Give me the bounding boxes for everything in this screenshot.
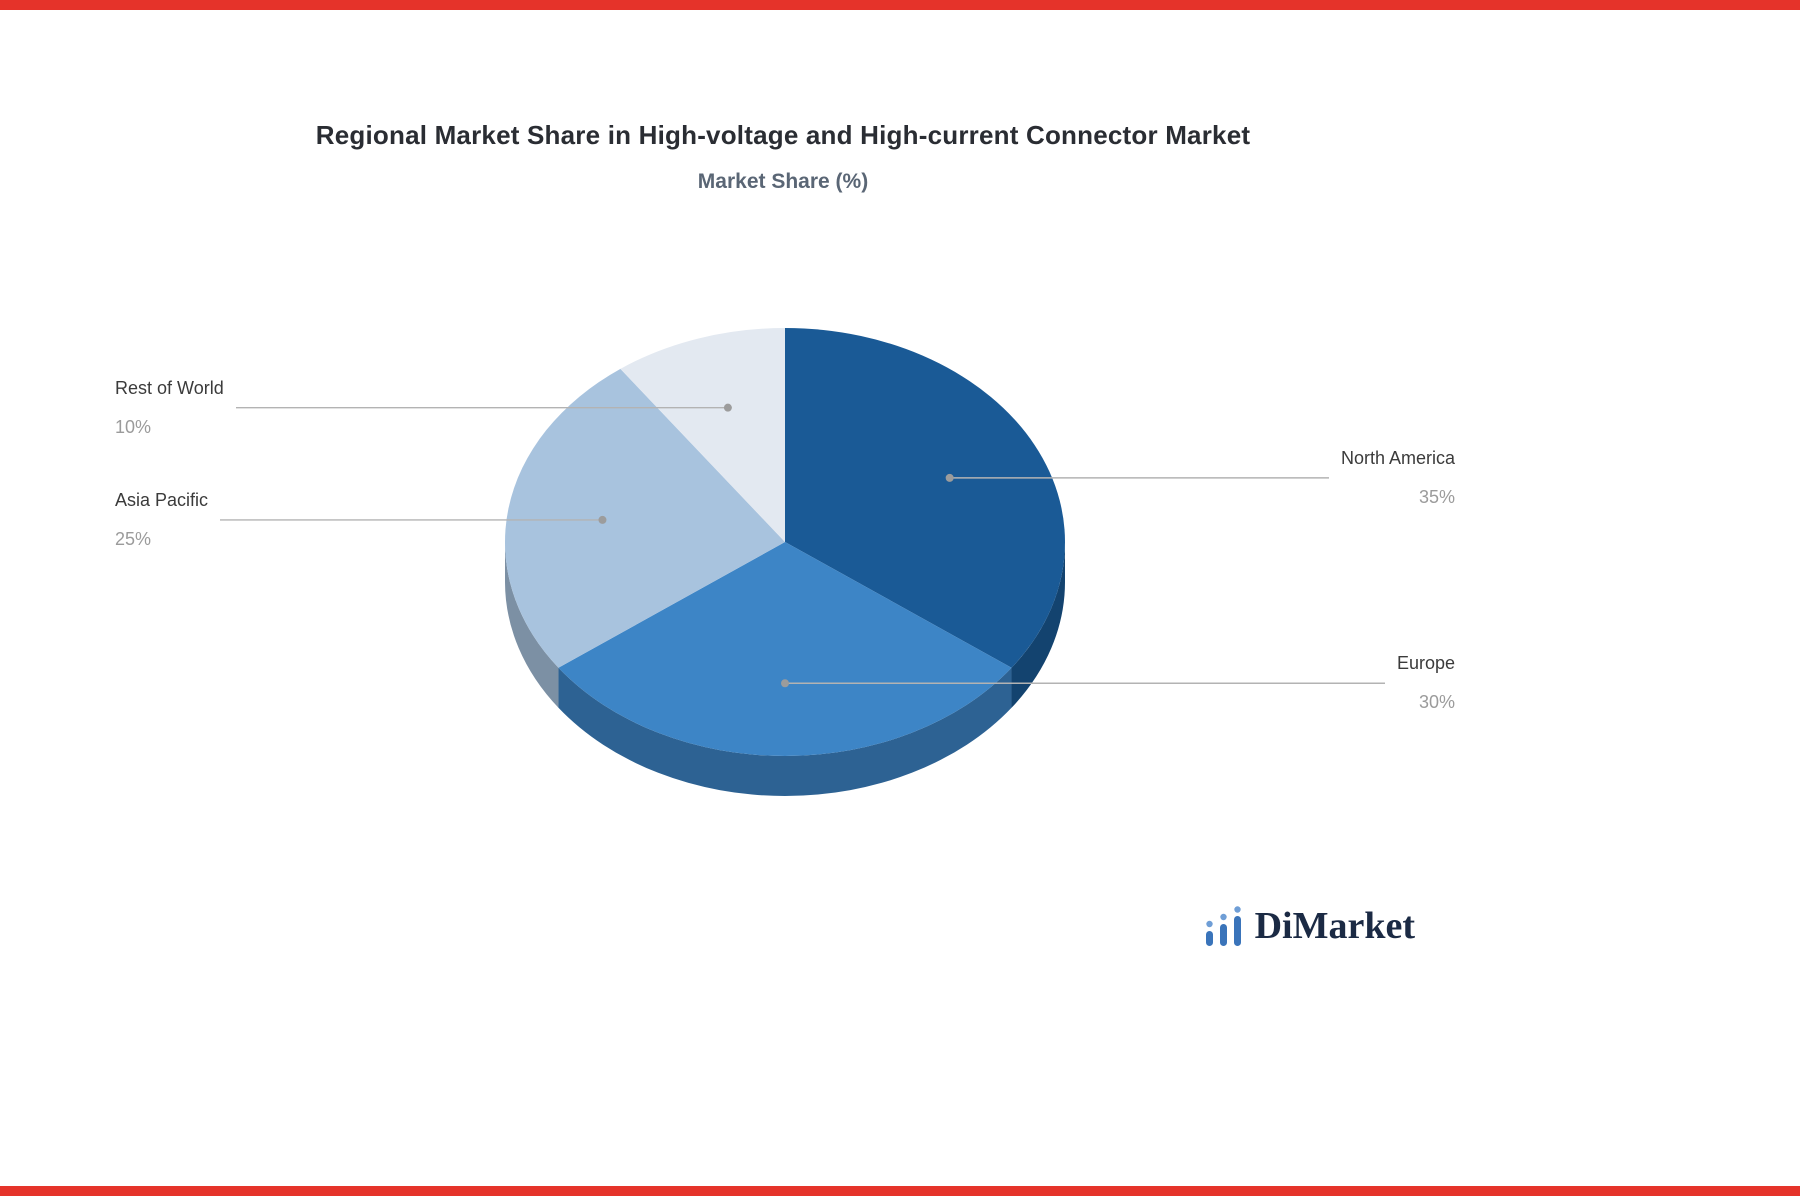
bar-chart-dots-icon [1205, 906, 1241, 946]
pie-label-dot-rest-of-world [723, 403, 732, 412]
pie-label-value-asia-pacific: 25% [115, 528, 152, 549]
pie-slice-wall-europe [558, 667, 1012, 797]
pie-label-name-north-america: North America [1340, 447, 1455, 468]
pie-slice-asia-pacific [504, 368, 785, 668]
top-accent-bar [0, 0, 1800, 10]
chart-title: Regional Market Share in High-voltage an… [315, 120, 1251, 150]
chart-subtitle: Market Share (%) [697, 170, 869, 193]
pie-slice-rest-of-world [620, 328, 785, 542]
brand-logo: DiMarket [1203, 903, 1415, 949]
pie-slice-north-america [785, 328, 1065, 668]
pie-label-value-europe: 30% [1418, 692, 1455, 713]
pie-label-dot-asia-pacific [598, 515, 607, 524]
pie-label-name-rest-of-world: Rest of World [115, 377, 224, 398]
pie-label-value-rest-of-world: 10% [115, 416, 152, 437]
pie-slice-wall-asia-pacific [505, 542, 559, 708]
pie-label-dot-north-america [945, 473, 954, 482]
pie-label-dot-europe [781, 679, 789, 688]
pie-label-name-europe: Europe [1396, 653, 1455, 674]
pie-label-value-north-america: 35% [1418, 486, 1455, 507]
pie-slice-europe [558, 542, 1012, 757]
pie-label-name-asia-pacific: Asia Pacific [115, 489, 209, 510]
bottom-accent-bar [0, 1186, 1800, 1196]
brand-logo-text: DiMarket [1254, 905, 1415, 947]
pie-slice-wall-north-america [1011, 542, 1065, 708]
